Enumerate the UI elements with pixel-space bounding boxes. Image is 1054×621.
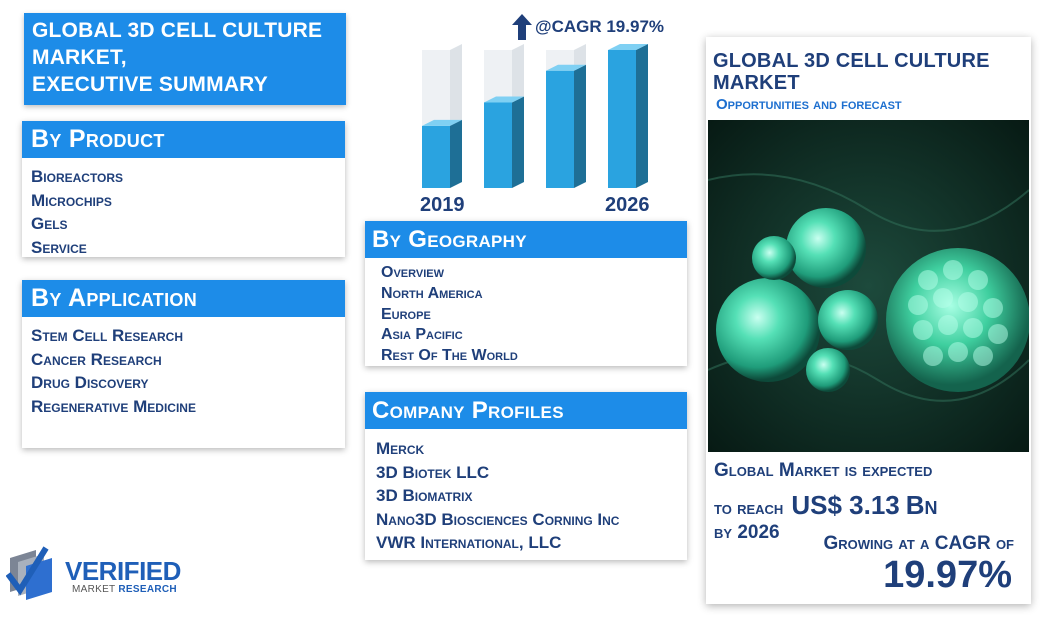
application-list: Stem Cell Research Cancer Research Drug … [22, 317, 345, 418]
company-item: VWR International, LLC [376, 533, 562, 552]
growth-bar [484, 102, 512, 188]
cagr-value: 19.97% [883, 554, 1012, 596]
market-value: US$ 3.13 [791, 490, 900, 520]
panel-title-line-1: GLOBAL 3D CELL CULTURE [713, 50, 990, 72]
cell-culture-image [708, 120, 1029, 452]
geography-item: Europe [381, 305, 431, 323]
application-item: Stem Cell Research [31, 326, 184, 345]
growth-bar [546, 70, 574, 188]
growth-bar-side [450, 119, 462, 188]
company-item: Merck [376, 439, 425, 458]
growth-bar-side [574, 64, 586, 188]
year-end-label: 2026 [605, 194, 650, 216]
cagr-label-text: @CAGR 19.97% [535, 17, 665, 36]
application-item: Drug Discovery [31, 373, 149, 392]
by-application-heading: By Application [22, 280, 345, 317]
logo-subtitle: MARKET RESEARCH [72, 584, 177, 595]
growth-bar-top [608, 44, 648, 50]
growth-bar [608, 50, 636, 188]
by-application-card: By Application Stem Cell Research Cancer… [22, 280, 345, 448]
panel-subtitle: Opportunities and forecast [716, 96, 902, 113]
growth-bar-side [636, 44, 648, 188]
geography-item: Asia Pacific [381, 326, 463, 344]
geography-item: Rest Of The World [381, 347, 518, 365]
product-list: Bioreactors Microchips Gels Service [22, 158, 345, 259]
by-product-card: By Product Bioreactors Microchips Gels S… [22, 121, 345, 257]
application-item: Cancer Research [31, 349, 162, 369]
geography-list: Overview North America Europe Asia Pacif… [365, 258, 687, 367]
panel-title: GLOBAL 3D CELL CULTURE MARKET [713, 50, 990, 94]
company-item: 3D Biotek LLC [376, 462, 490, 482]
growing-text: Growing at a CAGR of [823, 533, 1014, 554]
growth-bar-top [484, 96, 524, 103]
product-item: Bioreactors [31, 167, 124, 186]
panel-title-line-2: MARKET [713, 72, 800, 94]
expect-line-2: to reach US$ 3.13 Bn [714, 490, 938, 521]
expect-line-2-prefix: to reach [714, 498, 784, 519]
logo-mark-icon [6, 546, 52, 600]
company-item: Nano3D Biosciences Corning Inc [376, 509, 620, 529]
application-item: Regenerative Medicine [31, 396, 196, 416]
summary-title-line-3: EXECUTIVE SUMMARY [32, 73, 268, 96]
cagr-label: @CAGR 19.97% [512, 13, 664, 41]
expect-line-3: by 2026 [714, 522, 780, 543]
logo-subtitle-part-2: RESEARCH [118, 584, 177, 595]
expect-line-1: Global Market is expected [714, 460, 933, 481]
product-item: Service [31, 237, 87, 257]
geography-item: Overview [381, 264, 444, 281]
geography-item: North America [381, 284, 483, 302]
by-geography-heading: By Geography [365, 221, 687, 258]
growth-bar [422, 125, 450, 188]
logo-subtitle-part-1: MARKET [72, 584, 116, 595]
company-profiles-heading: Company Profiles [365, 392, 687, 429]
growth-bar-top [422, 119, 462, 126]
by-geography-card: By Geography Overview North America Euro… [365, 221, 687, 366]
product-item: Microchips [31, 190, 112, 210]
up-arrow-icon [512, 14, 532, 40]
company-list: Merck 3D Biotek LLC 3D Biomatrix Nano3D … [365, 429, 687, 555]
summary-title-line-1: GLOBAL 3D CELL CULTURE [32, 19, 323, 42]
growth-bar-chart: 2019 2026 [420, 44, 650, 216]
company-profiles-card: Company Profiles Merck 3D Biotek LLC 3D … [365, 392, 687, 560]
growth-bar-side [512, 96, 524, 188]
market-unit: Bn [905, 490, 938, 520]
company-item: 3D Biomatrix [376, 486, 473, 505]
verified-market-research-logo: VERIFIED MARKET RESEARCH [6, 540, 186, 610]
growth-bar-top [546, 64, 586, 71]
product-item: Gels [31, 214, 68, 233]
by-product-heading: By Product [22, 121, 345, 158]
summary-title-line-2: MARKET, [32, 46, 127, 69]
summary-title: GLOBAL 3D CELL CULTURE MARKET, EXECUTIVE… [24, 13, 346, 105]
logo-wordmark: VERIFIED [65, 556, 181, 586]
year-start-label: 2019 [420, 194, 465, 216]
market-summary-panel: GLOBAL 3D CELL CULTURE MARKET Opportunit… [706, 37, 1031, 604]
